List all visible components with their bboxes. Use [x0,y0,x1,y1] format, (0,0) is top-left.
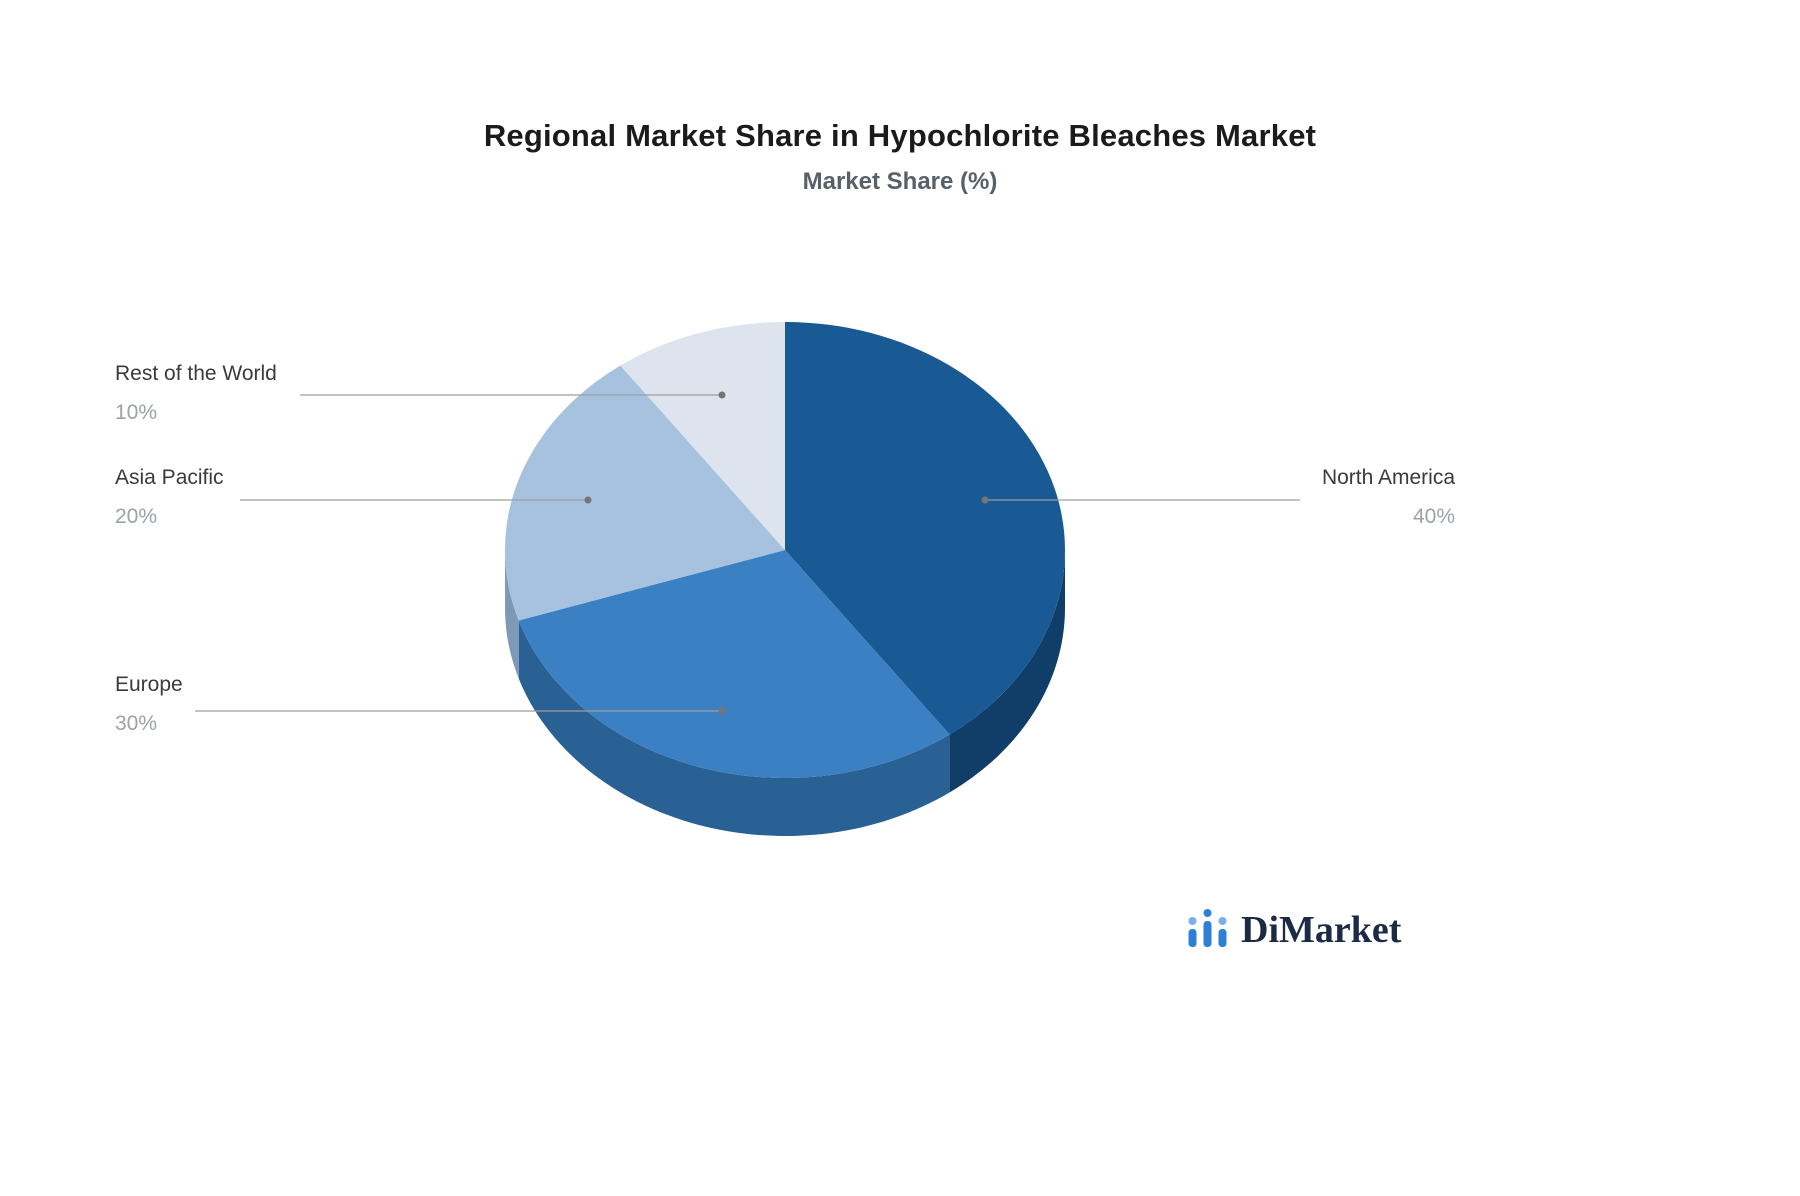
callout-north-america: North America 40% [1322,466,1455,528]
dimarket-logo-icon [1188,909,1227,947]
logo: DiMarket [1185,906,1401,954]
callout-asia-pacific: Asia Pacific 20% [115,466,224,528]
slice-value: 30% [115,712,158,735]
slice-value: 40% [1412,505,1455,528]
slice-value: 10% [115,401,158,424]
callout-europe: Europe 30% [115,673,183,735]
chart-title: Regional Market Share in Hypochlorite Bl… [483,118,1317,153]
slice-label: Europe [115,673,183,696]
slice-label: Rest of the World [115,362,277,385]
chart-subtitle: Market Share (%) [802,168,998,195]
slice-label: Asia Pacific [115,466,224,489]
slice-value: 20% [115,505,158,528]
slice-label: North America [1321,466,1455,489]
logo-text: DiMarket [1241,909,1402,951]
callout-rest-of-the-world: Rest of the World 10% [115,362,277,424]
